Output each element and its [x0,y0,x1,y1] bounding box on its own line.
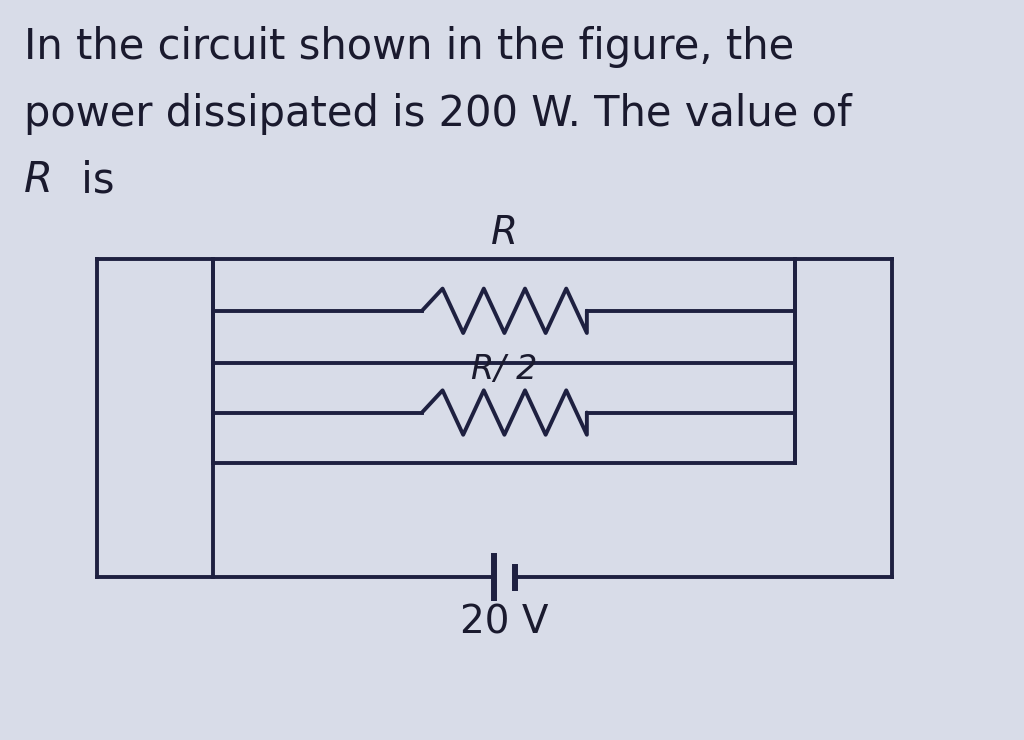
Text: power dissipated is 200 W. The value of: power dissipated is 200 W. The value of [25,92,852,135]
Text: R: R [490,214,518,252]
Text: In the circuit shown in the figure, the: In the circuit shown in the figure, the [25,26,795,68]
Text: R: R [25,159,53,201]
Text: 20 V: 20 V [460,603,549,641]
Text: R/ 2: R/ 2 [471,353,538,386]
Text: is: is [68,159,115,201]
